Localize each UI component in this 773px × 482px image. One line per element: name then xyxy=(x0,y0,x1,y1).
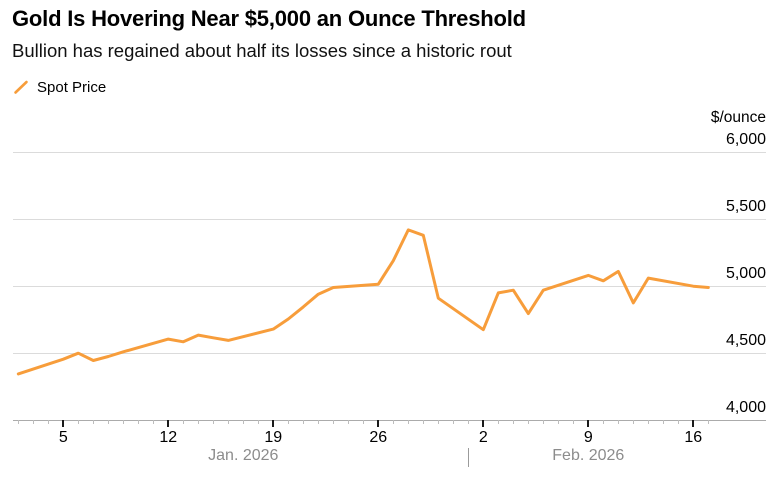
legend: Spot Price xyxy=(13,79,106,96)
x-tick-label: 16 xyxy=(684,429,703,446)
x-major-tick xyxy=(587,419,590,427)
y-tick-label: 4,500 xyxy=(725,331,766,349)
x-major-tick xyxy=(62,419,65,427)
x-minor-tick xyxy=(527,419,529,424)
x-minor-tick xyxy=(392,419,394,424)
legend-item-spot-price: Spot Price xyxy=(37,79,107,96)
x-minor-tick xyxy=(572,419,574,424)
x-minor-tick xyxy=(407,419,409,424)
x-minor-tick xyxy=(497,419,499,424)
x-tick-label: 19 xyxy=(264,429,283,446)
x-minor-tick xyxy=(647,419,649,424)
x-minor-tick xyxy=(422,419,424,424)
x-minor-tick xyxy=(122,419,124,424)
x-minor-tick xyxy=(302,419,304,424)
x-minor-tick xyxy=(47,419,49,424)
x-tick-label: 12 xyxy=(159,429,178,446)
x-minor-tick xyxy=(197,419,199,424)
x-minor-tick xyxy=(17,419,19,424)
x-minor-tick xyxy=(512,419,514,424)
y-tick-label: 6,000 xyxy=(725,130,766,148)
y-gridline xyxy=(13,151,766,153)
x-major-tick xyxy=(482,419,485,427)
x-minor-tick xyxy=(257,419,259,424)
x-tick-label: 26 xyxy=(369,429,388,446)
x-minor-tick xyxy=(92,419,94,424)
x-minor-tick xyxy=(677,419,679,424)
x-minor-tick xyxy=(362,419,364,424)
chart-title: Gold Is Hovering Near $5,000 an Ounce Th… xyxy=(12,6,526,31)
x-axis-baseline xyxy=(13,419,766,421)
x-minor-tick xyxy=(632,419,634,424)
x-minor-tick xyxy=(707,419,709,424)
x-minor-tick xyxy=(317,419,319,424)
x-minor-tick xyxy=(152,419,154,424)
x-month-label: Jan. 2026 xyxy=(208,447,279,464)
x-major-tick xyxy=(377,419,380,427)
x-minor-tick xyxy=(332,419,334,424)
y-tick-label: 5,500 xyxy=(725,197,766,215)
legend-slash-icon xyxy=(14,80,28,94)
x-minor-tick xyxy=(542,419,544,424)
y-gridline xyxy=(13,285,766,287)
x-minor-tick xyxy=(287,419,289,424)
y-tick-label: 4,000 xyxy=(725,398,766,416)
x-minor-tick xyxy=(347,419,349,424)
y-axis-unit-label: $/ounce xyxy=(710,109,766,126)
x-tick-label: 9 xyxy=(583,429,593,446)
x-major-tick xyxy=(272,419,275,427)
x-minor-tick xyxy=(617,419,619,424)
x-tick-label: 2 xyxy=(478,429,488,446)
x-month-label: Feb. 2026 xyxy=(552,447,625,464)
x-minor-tick xyxy=(602,419,604,424)
y-gridline xyxy=(13,352,766,354)
y-tick-label: 5,000 xyxy=(725,264,766,282)
chart-subtitle: Bullion has regained about half its loss… xyxy=(12,40,512,61)
x-minor-tick xyxy=(467,419,469,424)
spot-price-line xyxy=(16,228,710,376)
x-minor-tick xyxy=(137,419,139,424)
x-minor-tick xyxy=(242,419,244,424)
x-minor-tick xyxy=(452,419,454,424)
x-major-tick xyxy=(167,419,170,427)
x-minor-tick xyxy=(182,419,184,424)
x-minor-tick xyxy=(77,419,79,424)
x-minor-tick xyxy=(107,419,109,424)
x-minor-tick xyxy=(32,419,34,424)
x-minor-tick xyxy=(437,419,439,424)
x-tick-label: 5 xyxy=(58,429,68,446)
x-major-tick xyxy=(692,419,695,427)
x-minor-tick xyxy=(662,419,664,424)
y-gridline xyxy=(13,218,766,220)
month-separator xyxy=(467,448,469,467)
x-minor-tick xyxy=(212,419,214,424)
x-minor-tick xyxy=(227,419,229,424)
x-minor-tick xyxy=(557,419,559,424)
